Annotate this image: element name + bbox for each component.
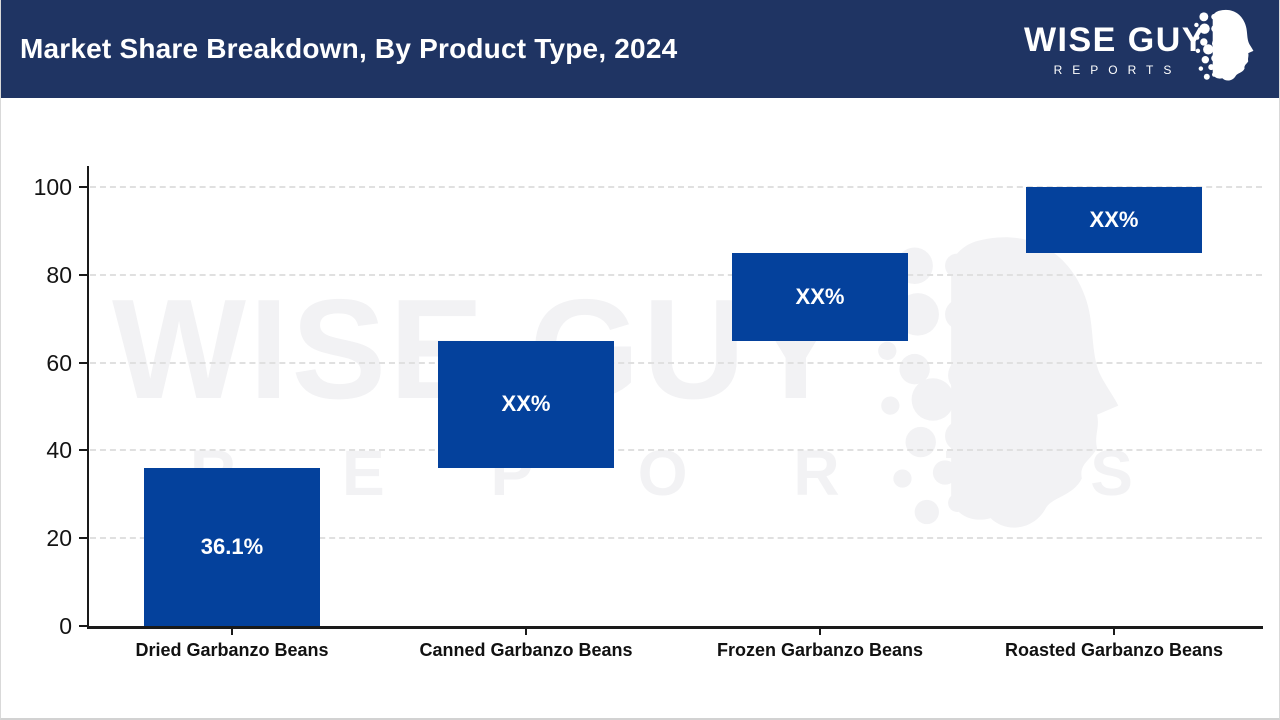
gridline [90, 186, 1262, 188]
x-category-label: Canned Garbanzo Beans [419, 640, 633, 660]
bar: XX% [1026, 187, 1202, 253]
x-axis-line [87, 626, 1263, 629]
bar: XX% [732, 252, 908, 341]
gridline [90, 273, 1262, 276]
bar-value-label: XX% [1089, 206, 1139, 232]
wise-guy-logo: WISE GUY REPORTS [1024, 6, 1266, 92]
x-tick-mark [231, 627, 233, 635]
gridline [90, 361, 1262, 364]
bar: 36.1% [144, 467, 320, 626]
y-tick-label: 20 [46, 525, 72, 552]
y-tick-mark [79, 625, 88, 627]
y-tick-label: 100 [33, 174, 72, 200]
bar: XX% [438, 340, 614, 468]
bar-value-label: XX% [501, 391, 551, 417]
bar-value-label: XX% [795, 283, 845, 309]
x-category-label: Frozen Garbanzo Beans [716, 640, 924, 660]
y-tick-mark [79, 537, 88, 540]
bar-value-label: 36.1% [200, 533, 264, 559]
y-tick-label: 40 [46, 437, 72, 464]
logo-brand-subtitle: REPORTS [1053, 62, 1182, 77]
y-tick-label: 0 [59, 613, 72, 639]
face-profile-dots-icon [1194, 9, 1254, 81]
y-tick-mark [79, 273, 88, 276]
y-tick-mark [79, 186, 88, 188]
header-bar: Market Share Breakdown, By Product Type,… [0, 0, 1280, 98]
x-tick-mark [525, 627, 527, 635]
y-tick-mark [79, 449, 88, 452]
y-tick-label: 80 [46, 261, 72, 288]
logo-text: WISE GUY REPORTS [1024, 23, 1206, 76]
y-tick-label: 60 [46, 349, 72, 376]
gridline [90, 537, 1262, 540]
x-tick-mark [819, 627, 821, 635]
logo-brand-name: WISE GUY [1023, 20, 1206, 59]
chart-title: Market Share Breakdown, By Product Type,… [20, 33, 678, 64]
x-category-label: Roasted Garbanzo Beans [1004, 640, 1224, 660]
y-axis-line [87, 166, 89, 628]
gridline [90, 449, 1262, 452]
x-tick-mark [1113, 627, 1115, 635]
x-category-label: Dried Garbanzo Beans [135, 640, 329, 660]
y-tick-mark [79, 361, 88, 364]
